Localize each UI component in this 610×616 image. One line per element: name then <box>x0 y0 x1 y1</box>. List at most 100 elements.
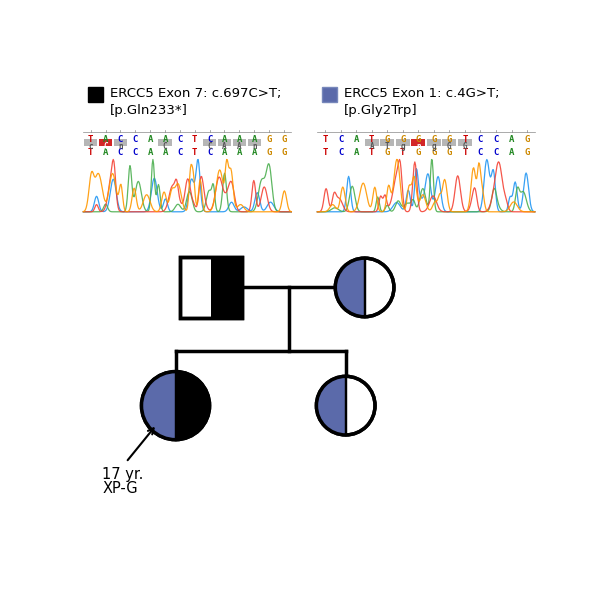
Circle shape <box>317 376 375 435</box>
FancyBboxPatch shape <box>203 139 217 145</box>
Text: A: A <box>162 148 168 157</box>
FancyBboxPatch shape <box>114 139 127 145</box>
Text: G: G <box>415 148 421 157</box>
Text: A: A <box>103 148 109 157</box>
Text: T: T <box>462 135 468 144</box>
Text: c: c <box>88 142 93 152</box>
FancyBboxPatch shape <box>218 139 231 145</box>
Wedge shape <box>336 258 365 317</box>
Text: G: G <box>384 135 390 144</box>
Text: A: A <box>237 135 242 144</box>
Text: C: C <box>118 135 123 144</box>
Text: C: C <box>103 142 108 152</box>
Text: C: C <box>178 135 182 144</box>
Bar <box>181 257 242 318</box>
Bar <box>322 87 337 102</box>
Text: A: A <box>222 135 227 144</box>
Text: A: A <box>354 148 359 157</box>
Text: A: A <box>354 135 359 144</box>
Text: A: A <box>222 148 227 157</box>
Text: A: A <box>237 142 242 152</box>
Text: C: C <box>493 135 498 144</box>
Text: G: G <box>281 135 287 144</box>
Text: C: C <box>478 148 483 157</box>
Text: A: A <box>251 135 257 144</box>
Wedge shape <box>317 376 346 435</box>
Text: T: T <box>192 135 198 144</box>
Text: [p.Gln233*]: [p.Gln233*] <box>110 104 188 117</box>
FancyBboxPatch shape <box>99 139 112 145</box>
Text: G: G <box>267 135 271 144</box>
Text: [p.Gly2Trp]: [p.Gly2Trp] <box>344 104 418 117</box>
Text: A: A <box>509 135 514 144</box>
Text: 17 yr.: 17 yr. <box>102 467 143 482</box>
FancyBboxPatch shape <box>396 139 410 145</box>
Text: T: T <box>192 148 198 157</box>
Text: A: A <box>162 135 168 144</box>
Text: T: T <box>88 148 93 157</box>
Text: A: A <box>103 135 109 144</box>
Text: T: T <box>323 148 328 157</box>
Text: A: A <box>251 148 257 157</box>
Text: T: T <box>400 148 406 157</box>
Text: T: T <box>323 135 328 144</box>
Text: C: C <box>338 135 343 144</box>
Text: C: C <box>207 142 212 152</box>
Text: G: G <box>400 135 406 144</box>
Text: T: T <box>369 148 375 157</box>
Bar <box>88 87 103 102</box>
Text: T: T <box>462 148 468 157</box>
FancyBboxPatch shape <box>380 139 394 145</box>
Text: C: C <box>207 135 212 144</box>
Text: C: C <box>207 148 212 157</box>
FancyBboxPatch shape <box>427 139 441 145</box>
Text: G: G <box>281 148 287 157</box>
Text: ERCC5 Exon 1: c.4G>T;: ERCC5 Exon 1: c.4G>T; <box>344 87 500 100</box>
Text: C: C <box>163 142 167 152</box>
Text: A: A <box>148 148 153 157</box>
Text: g: g <box>401 142 405 152</box>
FancyBboxPatch shape <box>411 139 425 145</box>
Text: n: n <box>416 142 421 152</box>
Text: T: T <box>385 142 390 152</box>
Text: C: C <box>178 148 182 157</box>
FancyBboxPatch shape <box>84 139 98 145</box>
Text: XP-G: XP-G <box>102 481 138 496</box>
Text: T: T <box>88 135 93 144</box>
Text: A: A <box>148 135 153 144</box>
FancyBboxPatch shape <box>365 139 379 145</box>
Text: ERCC5 Exon 7: c.697C>T;: ERCC5 Exon 7: c.697C>T; <box>110 87 282 100</box>
Text: A: A <box>222 142 227 152</box>
Text: G: G <box>525 148 529 157</box>
Text: G: G <box>462 142 467 152</box>
Bar <box>211 257 242 318</box>
Text: A: A <box>370 142 374 152</box>
Text: A: A <box>509 148 514 157</box>
Text: C: C <box>118 148 123 157</box>
Text: n: n <box>118 142 123 152</box>
Text: C: C <box>132 135 138 144</box>
Bar <box>181 257 242 318</box>
Text: G: G <box>447 142 451 152</box>
Text: C: C <box>338 148 343 157</box>
FancyBboxPatch shape <box>159 139 172 145</box>
Text: G: G <box>525 135 529 144</box>
FancyBboxPatch shape <box>232 139 246 145</box>
FancyBboxPatch shape <box>442 139 456 145</box>
Text: G: G <box>267 148 271 157</box>
Circle shape <box>142 371 210 440</box>
Text: C: C <box>132 148 138 157</box>
FancyBboxPatch shape <box>458 139 472 145</box>
Wedge shape <box>142 371 176 440</box>
Text: G: G <box>431 148 437 157</box>
Text: C: C <box>493 148 498 157</box>
Text: G: G <box>415 135 421 144</box>
Text: g: g <box>431 142 436 152</box>
Text: T: T <box>369 135 375 144</box>
Text: G: G <box>431 135 437 144</box>
Text: G: G <box>447 135 452 144</box>
Text: A: A <box>237 148 242 157</box>
Text: C: C <box>478 135 483 144</box>
FancyBboxPatch shape <box>248 139 261 145</box>
Text: G: G <box>384 148 390 157</box>
